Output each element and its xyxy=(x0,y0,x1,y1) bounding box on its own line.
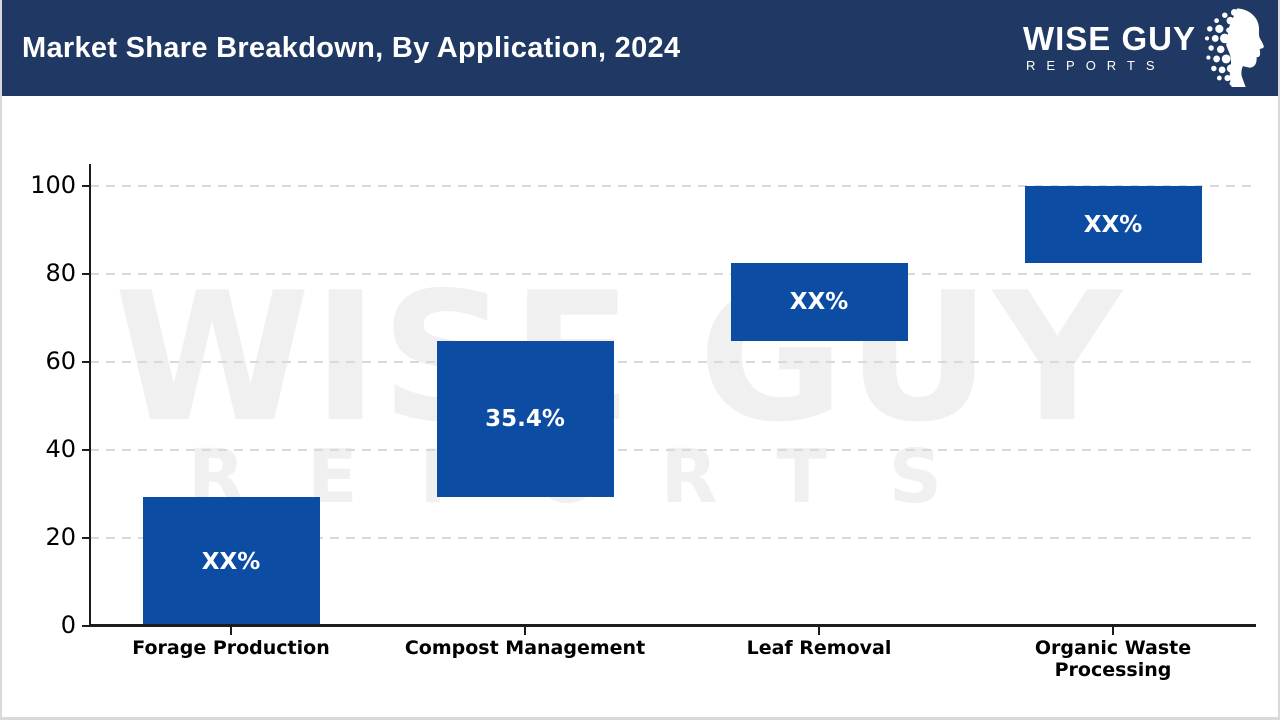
bar-value-label: XX% xyxy=(1083,211,1143,238)
gridline xyxy=(90,361,1255,363)
y-tick-label: 80 xyxy=(45,259,76,287)
header: Market Share Breakdown, By Application, … xyxy=(2,0,1278,96)
bar-segment: 35.4% xyxy=(436,341,614,498)
y-tick-label: 60 xyxy=(45,347,76,375)
bar-segment: XX% xyxy=(730,263,908,342)
logo-wordmark-line1: WISE GUY xyxy=(1022,20,1196,57)
logo-wordmark-line2: REPORTS xyxy=(1025,58,1166,73)
y-tick-mark xyxy=(82,625,90,627)
x-category-label: Forage Production xyxy=(132,637,330,659)
gridline xyxy=(90,449,1255,451)
y-tick-mark xyxy=(82,185,90,187)
gridline xyxy=(90,273,1255,275)
head-profile-logo-icon xyxy=(1204,8,1264,87)
y-tick-mark xyxy=(82,361,90,363)
y-axis-line xyxy=(89,164,91,626)
x-category-label: Organic Waste Processing xyxy=(1034,637,1192,681)
x-tick-mark xyxy=(818,626,820,635)
y-tick-label: 0 xyxy=(60,611,76,639)
gridline xyxy=(90,537,1255,539)
bar-segment: XX% xyxy=(1024,186,1202,263)
bar-segment: XX% xyxy=(142,497,320,626)
logo-wordmark: WISE GUY REPORTS xyxy=(1023,21,1196,75)
x-tick-mark xyxy=(524,626,526,635)
gridline xyxy=(90,185,1255,187)
wise-guy-reports-logo: WISE GUY REPORTS xyxy=(1023,7,1268,89)
x-category-label: Leaf Removal xyxy=(746,637,892,659)
y-tick-mark xyxy=(82,537,90,539)
x-category-label: Compost Management xyxy=(404,637,646,659)
watermark-wordmark-line1: WISE GUY xyxy=(114,254,1124,461)
y-tick-mark xyxy=(82,273,90,275)
bar-value-label: XX% xyxy=(201,548,261,575)
y-tick-label: 20 xyxy=(45,523,76,551)
x-tick-mark xyxy=(230,626,232,635)
x-tick-mark xyxy=(1112,626,1114,635)
bar-value-label: XX% xyxy=(789,289,849,316)
y-tick-mark xyxy=(82,449,90,451)
page-title: Market Share Breakdown, By Application, … xyxy=(22,31,681,64)
bar-value-label: 35.4% xyxy=(485,406,565,433)
x-axis-line xyxy=(89,624,1256,627)
y-tick-label: 100 xyxy=(30,171,76,199)
y-tick-label: 40 xyxy=(45,435,76,463)
